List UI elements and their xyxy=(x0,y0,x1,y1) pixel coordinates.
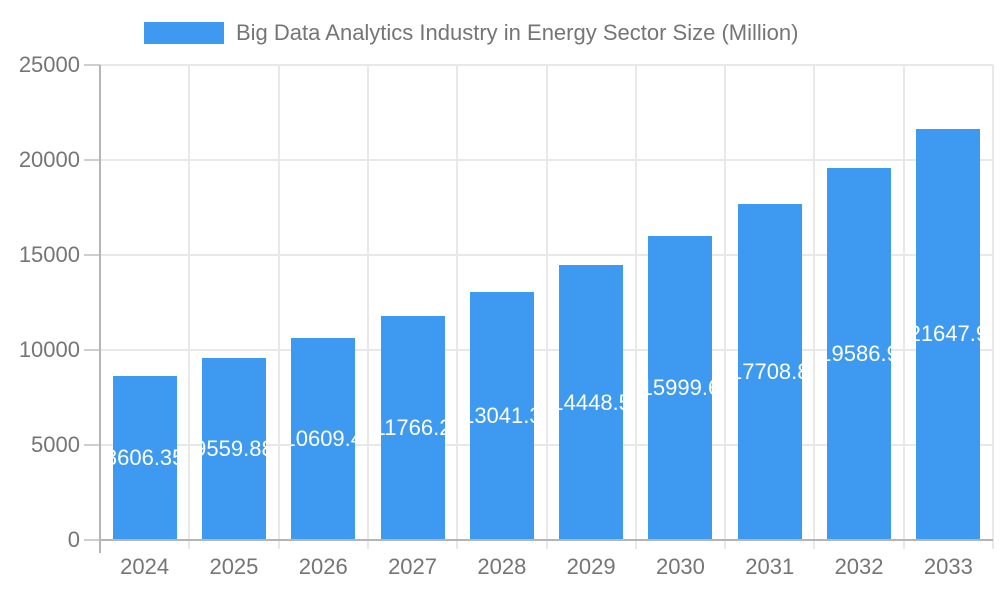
bar[interactable]: 10609.4 xyxy=(291,338,356,540)
bar[interactable]: 17708.8 xyxy=(737,203,802,540)
bar-value-label: 19586.9 xyxy=(827,340,891,366)
x-tick-label: 2028 xyxy=(477,554,527,579)
y-tick-label: 10000 xyxy=(18,337,80,362)
x-tick-label: 2027 xyxy=(388,554,438,579)
bar[interactable]: 15999.6 xyxy=(648,236,713,540)
y-tick-mark xyxy=(84,444,100,446)
y-tick-mark xyxy=(84,159,100,161)
bar-value-label: 11766.2 xyxy=(381,415,445,441)
y-tick-mark xyxy=(84,539,100,541)
bar-value-label: 9559.88 xyxy=(202,436,266,462)
y-tick-mark xyxy=(84,64,100,66)
x-axis-baseline xyxy=(100,539,993,541)
y-axis-line xyxy=(99,65,101,553)
x-gridline xyxy=(188,65,191,549)
y-tick-label: 20000 xyxy=(18,147,80,172)
x-gridline xyxy=(366,65,369,549)
x-tick-label: 2030 xyxy=(655,554,705,579)
bar-value-label: 10609.4 xyxy=(291,426,355,452)
x-tick-label: 2031 xyxy=(745,554,795,579)
bar[interactable]: 21647.9 xyxy=(916,128,981,540)
bar[interactable]: 19586.9 xyxy=(827,167,892,540)
x-gridline xyxy=(634,65,637,549)
y-tick-mark xyxy=(84,349,100,351)
bar-value-label: 21647.9 xyxy=(916,321,980,347)
bar-value-label: 8606.35 xyxy=(113,445,177,471)
x-gridline xyxy=(902,65,905,549)
bar-value-label: 17708.8 xyxy=(738,358,802,384)
x-gridline xyxy=(992,65,994,549)
y-tick-label: 25000 xyxy=(18,52,80,77)
bar[interactable]: 9559.88 xyxy=(201,358,266,540)
y-tick-label: 0 xyxy=(67,527,80,552)
x-tick-label: 2025 xyxy=(209,554,259,579)
bar-value-label: 14448.5 xyxy=(559,389,623,415)
x-gridline xyxy=(813,65,816,549)
x-gridline xyxy=(456,65,459,549)
x-tick-label: 2024 xyxy=(120,554,170,579)
x-tick-label: 2033 xyxy=(923,554,973,579)
bar-value-label: 15999.6 xyxy=(648,374,712,400)
x-gridline xyxy=(724,65,727,549)
x-gridline xyxy=(545,65,548,549)
x-tick-label: 2029 xyxy=(566,554,616,579)
bar-value-label: 13041.3 xyxy=(470,403,534,429)
x-tick-label: 2026 xyxy=(298,554,348,579)
y-tick-mark xyxy=(84,254,100,256)
legend-label: Big Data Analytics Industry in Energy Se… xyxy=(236,20,799,45)
bar[interactable]: 13041.3 xyxy=(469,292,534,540)
y-tick-label: 15000 xyxy=(18,242,80,267)
bar[interactable]: 8606.35 xyxy=(112,376,177,540)
x-gridline xyxy=(277,65,280,549)
bar[interactable]: 11766.2 xyxy=(380,316,445,540)
bar[interactable]: 14448.5 xyxy=(559,265,624,540)
legend-swatch-icon xyxy=(144,22,224,44)
x-tick-label: 2032 xyxy=(834,554,884,579)
y-tick-label: 5000 xyxy=(31,432,80,457)
